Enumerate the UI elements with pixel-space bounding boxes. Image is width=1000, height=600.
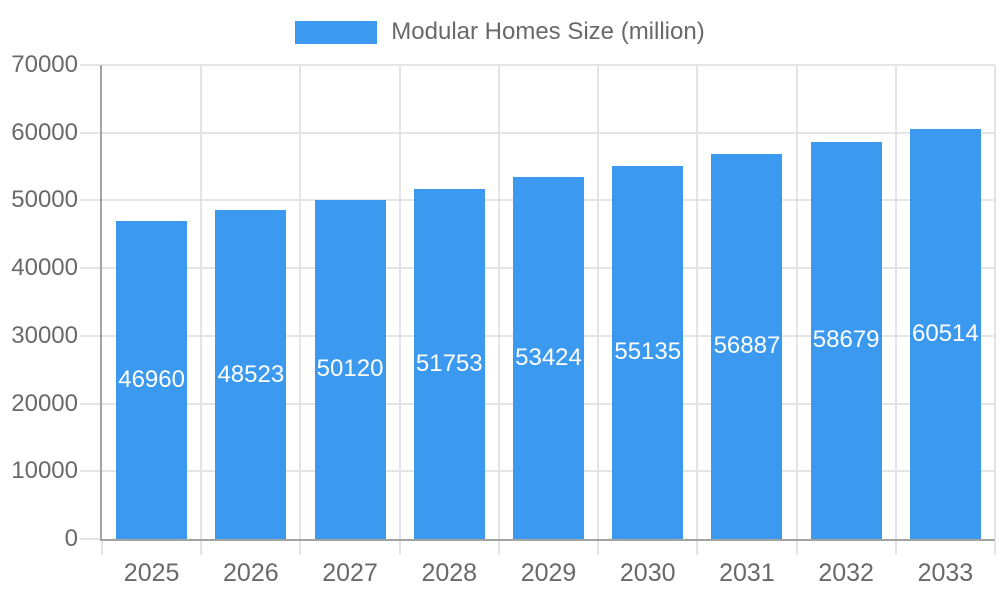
x-axis-tick — [894, 541, 897, 555]
y-tick-label: 40000 — [11, 254, 78, 282]
x-tick-label: 2026 — [223, 559, 279, 587]
x-axis-tick — [101, 541, 103, 555]
v-gridline — [299, 65, 302, 539]
bar-value-label: 48523 — [217, 360, 285, 388]
y-tick-label: 30000 — [11, 321, 78, 349]
bar-2029[interactable] — [513, 177, 584, 539]
x-tick-label: 2032 — [818, 559, 874, 587]
h-gridline — [102, 131, 995, 134]
y-tick-label: 20000 — [11, 389, 78, 417]
bar-2030[interactable] — [612, 165, 684, 539]
y-axis-tick — [80, 470, 100, 473]
v-gridline — [597, 65, 600, 539]
bar-2028[interactable] — [413, 188, 485, 539]
x-axis-tick — [795, 541, 798, 555]
legend-swatch — [295, 20, 378, 44]
h-gridline — [102, 64, 995, 66]
bar-2032[interactable] — [810, 141, 882, 539]
x-tick-label: 2029 — [520, 559, 577, 587]
bar-2025[interactable] — [116, 221, 188, 539]
y-axis-tick — [80, 402, 100, 405]
x-axis-tick — [597, 541, 600, 555]
v-gridline — [894, 65, 897, 539]
y-axis-tick — [80, 199, 100, 202]
bar-value-label: 51753 — [415, 349, 483, 377]
legend-label: Modular Homes Size (million) — [391, 18, 705, 45]
v-gridline — [398, 65, 401, 539]
bar-value-label: 55135 — [614, 338, 682, 366]
y-axis-tick — [80, 64, 100, 66]
bar-value-label: 50120 — [316, 355, 384, 383]
v-gridline — [795, 65, 798, 539]
legend[interactable]: Modular Homes Size (million) — [0, 17, 1000, 47]
bar-2033[interactable] — [909, 129, 981, 539]
x-tick-label: 2031 — [719, 559, 775, 587]
v-gridline — [696, 65, 699, 539]
v-gridline — [994, 65, 996, 539]
v-gridline — [497, 65, 500, 539]
y-axis-tick — [80, 334, 100, 337]
bar-value-label: 60514 — [912, 320, 979, 348]
y-tick-label: 10000 — [11, 457, 78, 485]
y-tick-label: 50000 — [11, 186, 78, 214]
x-axis-tick — [994, 541, 996, 555]
x-tick-label: 2033 — [917, 559, 974, 587]
bar-value-label: 56887 — [713, 332, 781, 360]
y-axis-tick — [80, 538, 100, 540]
y-tick-label: 60000 — [11, 118, 78, 146]
y-axis-line — [100, 65, 102, 541]
bar-value-label: 46960 — [118, 366, 185, 393]
bar-value-label: 58679 — [812, 326, 880, 354]
y-axis-tick — [80, 131, 100, 134]
x-axis-tick — [497, 541, 500, 555]
bar-value-label: 53424 — [515, 344, 582, 372]
x-axis-tick — [398, 541, 401, 555]
x-axis-tick — [299, 541, 302, 555]
y-tick-label: 70000 — [11, 51, 78, 78]
x-axis-line — [100, 539, 995, 541]
x-tick-label: 2030 — [619, 559, 676, 587]
bar-2026[interactable] — [215, 210, 287, 539]
x-tick-label: 2025 — [123, 559, 180, 587]
v-gridline — [200, 65, 203, 539]
x-axis-tick — [200, 541, 203, 555]
x-tick-label: 2027 — [322, 559, 378, 587]
y-axis-tick — [80, 267, 100, 270]
bar-2027[interactable] — [314, 199, 386, 539]
y-tick-label: 0 — [64, 525, 78, 552]
x-tick-label: 2028 — [421, 559, 478, 587]
x-axis-tick — [696, 541, 699, 555]
bar-2031[interactable] — [711, 153, 783, 539]
